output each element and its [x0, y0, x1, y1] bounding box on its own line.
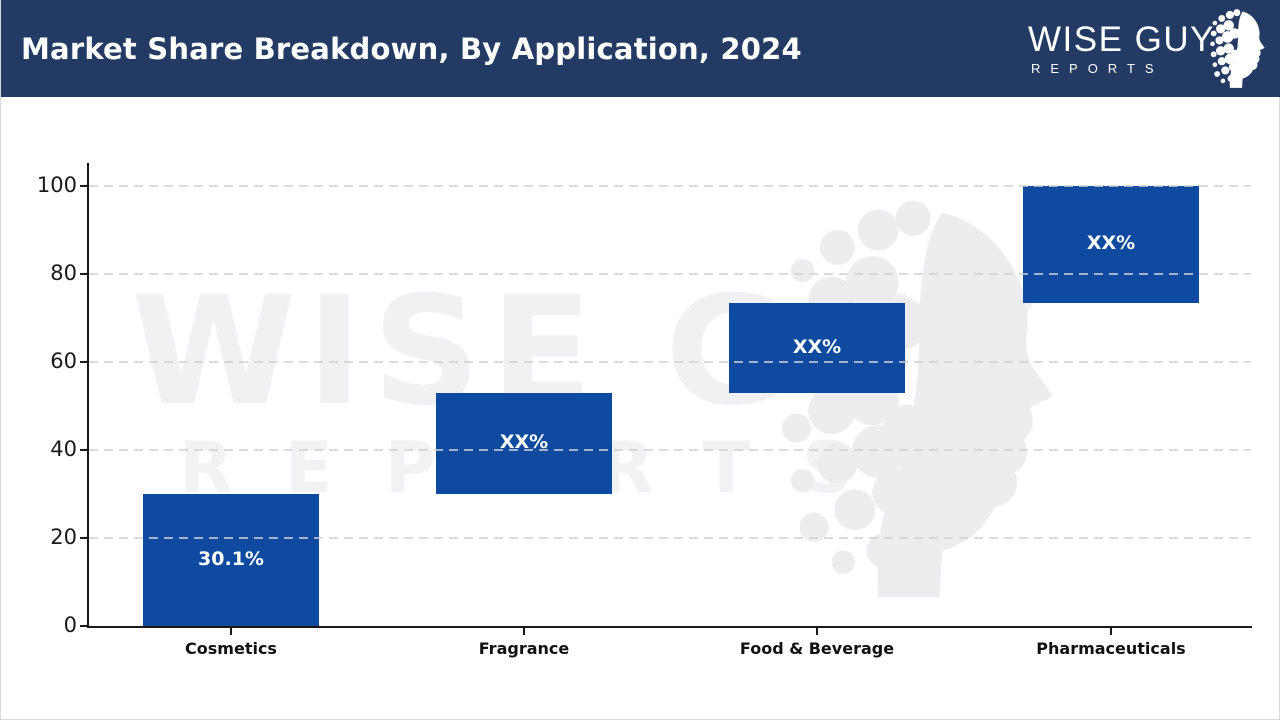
y-tick-label-80: 80 — [50, 261, 77, 285]
bar-value-label-food-beverage: XX% — [792, 335, 842, 358]
y-tick-label-100: 100 — [36, 173, 77, 197]
bar-segment-cosmetics — [143, 493, 319, 626]
bar-value-label-cosmetics: 30.1% — [198, 547, 264, 570]
y-tick-label-40: 40 — [50, 437, 77, 461]
brand-logo: WISE GUY REPORTS — [1028, 0, 1267, 97]
x-category-label-cosmetics: Cosmetics — [185, 639, 277, 658]
gridline-20 — [89, 537, 1251, 539]
y-tick-mark-80 — [80, 273, 88, 275]
brand-subtitle: REPORTS — [1030, 60, 1164, 76]
y-tick-label-60: 60 — [50, 349, 77, 373]
x-tick-mark-fragrance — [523, 628, 525, 635]
bar-value-label-pharmaceuticals: XX% — [1086, 232, 1136, 255]
x-category-label-pharmaceuticals: Pharmaceuticals — [1036, 639, 1186, 658]
bar-segment-fragrance — [436, 392, 612, 494]
y-tick-mark-60 — [80, 361, 88, 363]
gridline-80 — [89, 273, 1251, 275]
y-tick-mark-40 — [80, 449, 88, 451]
x-category-label-food-beverage: Food & Beverage — [739, 639, 895, 658]
brand-face-icon — [1209, 8, 1267, 89]
y-tick-mark-20 — [80, 537, 88, 539]
header: Market Share Breakdown, By Application, … — [1, 0, 1280, 97]
x-category-label-fragrance: Fragrance — [478, 639, 570, 658]
page-title: Market Share Breakdown, By Application, … — [21, 31, 802, 66]
gridline-100 — [89, 185, 1251, 187]
gridline-40 — [89, 449, 1251, 451]
x-axis-spine — [87, 626, 1252, 628]
bar-value-label-fragrance: XX% — [499, 431, 549, 454]
gridline-60 — [89, 361, 1251, 363]
x-tick-mark-cosmetics — [230, 628, 232, 635]
x-tick-mark-pharmaceuticals — [1110, 628, 1112, 635]
y-tick-mark-0 — [80, 625, 88, 627]
brand-name: WISE GUY — [1027, 19, 1215, 59]
y-tick-label-0: 0 — [63, 613, 77, 637]
y-tick-label-20: 20 — [50, 525, 77, 549]
y-tick-mark-100 — [80, 185, 88, 187]
brand-logo-text: WISE GUY REPORTS — [1028, 22, 1215, 76]
x-tick-mark-food-beverage — [816, 628, 818, 635]
y-axis-spine — [87, 163, 89, 627]
